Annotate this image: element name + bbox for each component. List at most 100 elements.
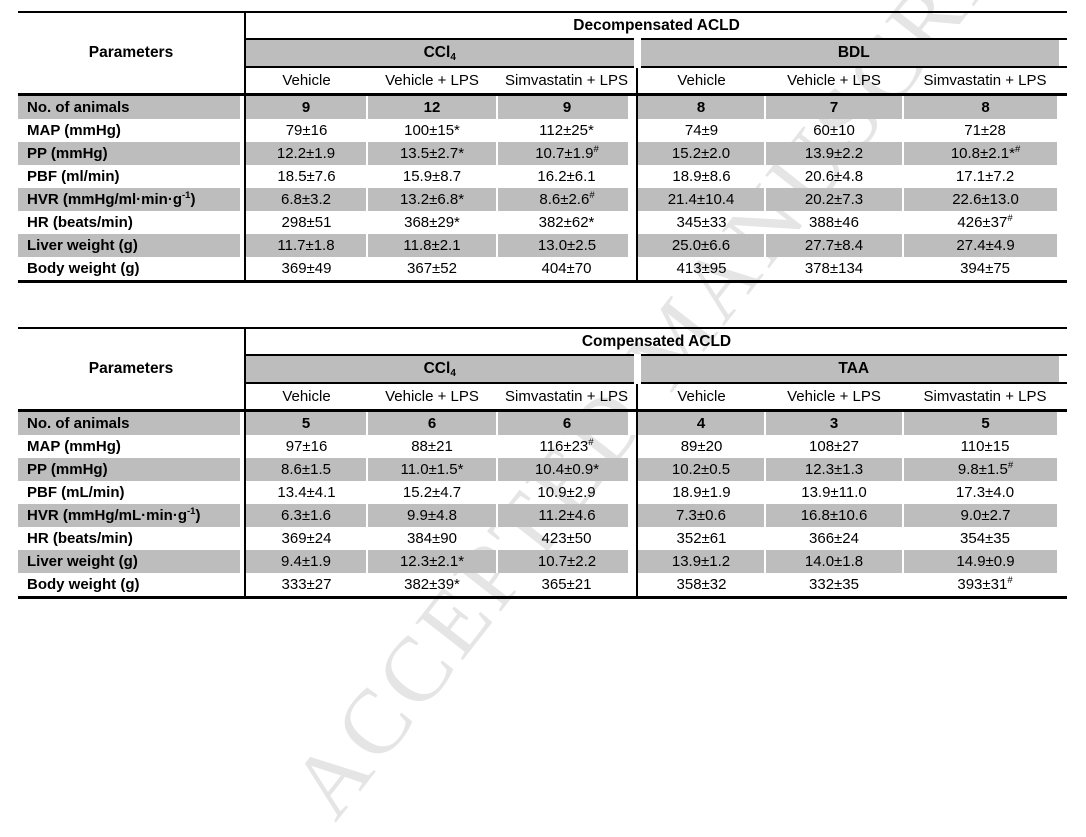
col-header: Vehicle + LPS [367,383,497,412]
cell: 11.8±2.1 [366,234,497,257]
table-row: Liver weight (g) 9.4±1.9 12.3±2.1* 10.7±2.2… [18,550,1067,573]
table-decompensated-acld: Parameters Decompensated ACLD CCl4 BDL V… [18,11,1068,283]
table-row: Liver weight (g) 11.7±1.8 11.8±2.1 13.0±2.5… [18,234,1068,257]
cell: 71±28 [964,122,1006,139]
table-row: PBF (ml/min) 18.5±7.6 15.9±8.7 16.2±6.1 18.9… [18,165,1067,188]
condition-header-row: Parameters Compensated ACLD [18,328,1067,412]
cell: 354±35 [960,530,1010,547]
cell: 9.4±1.9 [245,550,367,573]
cell: 332±35 [809,576,859,593]
table-row: HVR (mmHg/mL·min·g-1) 6.3±1.6 9.9±4.8 11.2±… [18,504,1067,527]
cell: 9 [245,94,367,119]
cell: 89±20 [636,435,765,458]
cell: 9.0±2.7 [902,504,1067,527]
cell: 404±70 [541,260,592,277]
condition-header: Compensated ACLD [245,328,1067,356]
cell: 8.6±2.6# [496,188,637,211]
cell: 10.7±1.9# [496,142,637,165]
cell: 13.0±2.5 [496,234,637,257]
row-label: HR (beats/min) [18,527,246,550]
cell: 18.9±8.6 [636,165,765,188]
col-header: Vehicle + LPS [765,67,903,96]
cell: 13.4±4.1 [277,484,336,501]
cell: 9 [496,94,637,119]
cell: 13.9±2.2 [764,142,903,165]
cell: 6 [366,410,497,435]
cell: 88±21 [411,438,453,455]
col-header: Vehicle + LPS [367,67,497,96]
row-label: HR (beats/min) [18,211,246,234]
cell: 15.2±4.7 [402,484,462,501]
table-body: No. of animals 5 6 6 4 3 5 MAP (mmHg) 97±16 88±21… [18,410,1067,598]
cell: 366±24 [809,530,859,547]
cell: 352±61 [636,527,765,550]
cell: 10.7±2.2 [496,550,637,573]
cell: 21.4±10.4 [636,188,765,211]
row-label: PBF (ml/min) [18,165,246,188]
cell: 333±27 [281,576,332,593]
cell: 112±25* [539,122,594,139]
model-header-row: CCl4 BDL [18,39,1068,68]
cell: 6 [496,410,637,435]
cell: 110±15 [960,438,1010,455]
cell: 388±46 [809,214,859,231]
group-header-ccl4: CCl4 [245,355,637,384]
cell: 13.2±6.8* [366,188,497,211]
group-header-taa: TAA [633,355,1067,384]
cell: 4 [636,410,765,435]
cell: 7.3±0.6 [636,504,765,527]
cell: 12.3±1.3 [764,458,903,481]
cell: 18.5±7.6 [277,168,336,185]
table-row: MAP (mmHg) 79±16 100±15* 112±25* 74±9 60±10 71… [18,119,1067,142]
cell: 16.2±6.1 [537,168,596,185]
cell: 10.4±0.9* [496,458,637,481]
cell: 13.5±2.7* [366,142,497,165]
cell: 394±75 [960,260,1011,277]
table-row: No. of animals 9 12 9 8 7 8 [18,94,1068,119]
cell: 10.8±2.1*# [901,142,1068,165]
cell: 10.9±2.9 [537,484,596,501]
group-header-bdl: BDL [633,39,1068,68]
cell: 368±29* [404,214,460,231]
table-row: PBF (mL/min) 13.4±4.1 15.2±4.7 10.9±2.9 18.9… [18,481,1067,504]
cell: 382±62* [538,214,595,231]
row-label: Body weight (g) [18,573,246,598]
table-row: PP (mmHg) 8.6±1.5 11.0±1.5* 10.4±0.9* 10.2±0… [18,458,1067,481]
row-label: Body weight (g) [18,257,246,282]
cell: 14.0±1.8 [764,550,903,573]
cell: 369±24 [281,530,332,547]
row-label: No. of animals [18,94,246,119]
col-header: Vehicle + LPS [765,383,903,412]
group-header-ccl4: CCl4 [245,39,637,68]
cell: 9.9±4.8 [366,504,497,527]
table-row: MAP (mmHg) 97±16 88±21 116±23# 89±20 108±27 11… [18,435,1067,458]
col-header: Vehicle [245,67,367,96]
cell: 18.9±1.9 [636,481,765,504]
cell: 8 [636,94,765,119]
cell: 8 [901,94,1068,119]
table-row: HR (beats/min) 369±24 384±90 423±50 352±61 36… [18,527,1067,550]
col-header: Vehicle [636,67,765,96]
cell: 108±27 [809,438,859,455]
col-header: Simvastatin + LPS [903,67,1068,96]
row-label: No. of animals [18,410,246,435]
cell: 116±23# [539,437,594,455]
table-row: HR (beats/min) 298±51 368±29* 382±62* 345±33… [18,211,1067,234]
row-label: HVR (mmHg/ml·min·g-1) [18,188,246,211]
condition-header: Decompensated ACLD [245,12,1068,40]
cell: 20.2±7.3 [764,188,903,211]
cell: 12 [366,94,497,119]
cell: 27.7±8.4 [764,234,903,257]
cell: 22.6±13.0 [901,188,1068,211]
model-header-row: CCl4 TAA [18,355,1067,384]
cell: 6.3±1.6 [245,504,367,527]
treatment-header-row: Vehicle Vehicle + LPS Simvastatin + LPS … [18,383,1067,412]
table-row: Body weight (g) 369±49 367±52 404±70 413±95 3… [18,257,1067,282]
cell: 10.2±0.5 [636,458,765,481]
col-header: Vehicle [636,383,765,412]
document-page: Parameters Decompensated ACLD CCl4 BDL V… [18,11,1068,599]
table-row: PP (mmHg) 12.2±1.9 13.5±2.7* 10.7±1.9# 15.2±… [18,142,1068,165]
cell: 6.8±3.2 [245,188,367,211]
cell: 13.9±1.2 [636,550,765,573]
cell: 60±10 [813,122,855,139]
